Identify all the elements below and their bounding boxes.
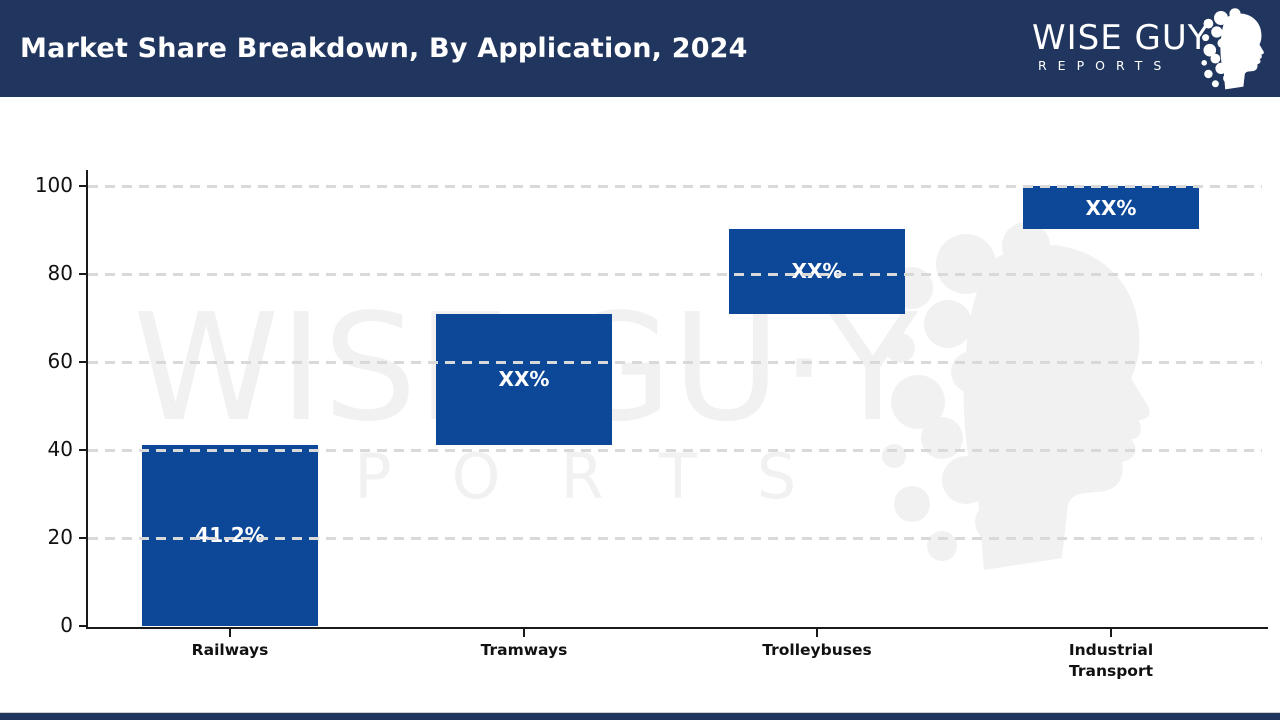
bar-trolleybuses: XX% [729, 229, 905, 314]
x-axis-label-tramways: Tramways [480, 641, 568, 659]
gridline-100 [88, 184, 1262, 188]
gridline-80 [88, 272, 1262, 276]
y-axis-tick-60 [79, 361, 87, 363]
bar-tramways: XX% [436, 313, 612, 445]
bar-value-label-tramways: XX% [498, 367, 550, 392]
x-axis-label-trolleybuses: Trolleybuses [762, 641, 872, 659]
y-axis-label-20: 20 [47, 525, 73, 549]
y-axis-label-100: 100 [34, 173, 73, 197]
x-axis-tick-trolleybuses [816, 629, 818, 637]
logo-wiseguy-label: WISE GUY [1032, 17, 1210, 58]
x-axis-label-railways: Railways [191, 641, 269, 659]
y-axis-label-60: 60 [47, 349, 73, 373]
page-title: Market Share Breakdown, By Application, … [20, 33, 748, 64]
watermark-face-icon [882, 222, 1150, 570]
y-axis-label-0: 0 [60, 613, 73, 637]
x-axis-tick-industrial-transport [1110, 629, 1112, 637]
footer-bar [0, 713, 1280, 720]
x-axis-tick-railways [229, 629, 231, 637]
y-axis-label-40: 40 [47, 437, 73, 461]
bar-railways: 41.2% [142, 444, 318, 626]
y-axis-tick-80 [79, 273, 87, 275]
header: Market Share Breakdown, By Application, … [0, 0, 1280, 97]
gridline-20 [88, 536, 1262, 540]
waterfall-chart: 0 20 40 60 80 100 41.2% XX% XX% XX% Railways Tramwa… [0, 97, 1280, 714]
y-axis-tick-100 [79, 185, 87, 187]
footer-divider [0, 712, 1280, 713]
x-axis [86, 627, 1268, 629]
wiseguy-logo: WISE GUY REPORTS [1012, 6, 1270, 92]
x-axis-label-industrial-transport: Industrial Transport [1068, 641, 1154, 680]
logo-reports-label: REPORTS [1038, 57, 1173, 73]
x-axis-tick-tramways [523, 629, 525, 637]
y-axis-label-80: 80 [47, 261, 73, 285]
bar-value-label-trolleybuses: XX% [791, 259, 843, 284]
gridline-40 [88, 448, 1262, 452]
y-axis [86, 170, 88, 629]
logo-text: WISE GUY REPORTS [1032, 17, 1210, 73]
y-axis-tick-20 [79, 537, 87, 539]
gridline-60 [88, 360, 1262, 364]
y-axis-tick-0 [79, 625, 87, 627]
logo-face-icon [1201, 7, 1264, 89]
y-axis-tick-40 [79, 449, 87, 451]
bar-value-label-railways: 41.2% [195, 523, 265, 548]
bar-industrial-transport: XX% [1023, 186, 1199, 230]
bar-value-label-industrial-transport: XX% [1085, 195, 1137, 220]
